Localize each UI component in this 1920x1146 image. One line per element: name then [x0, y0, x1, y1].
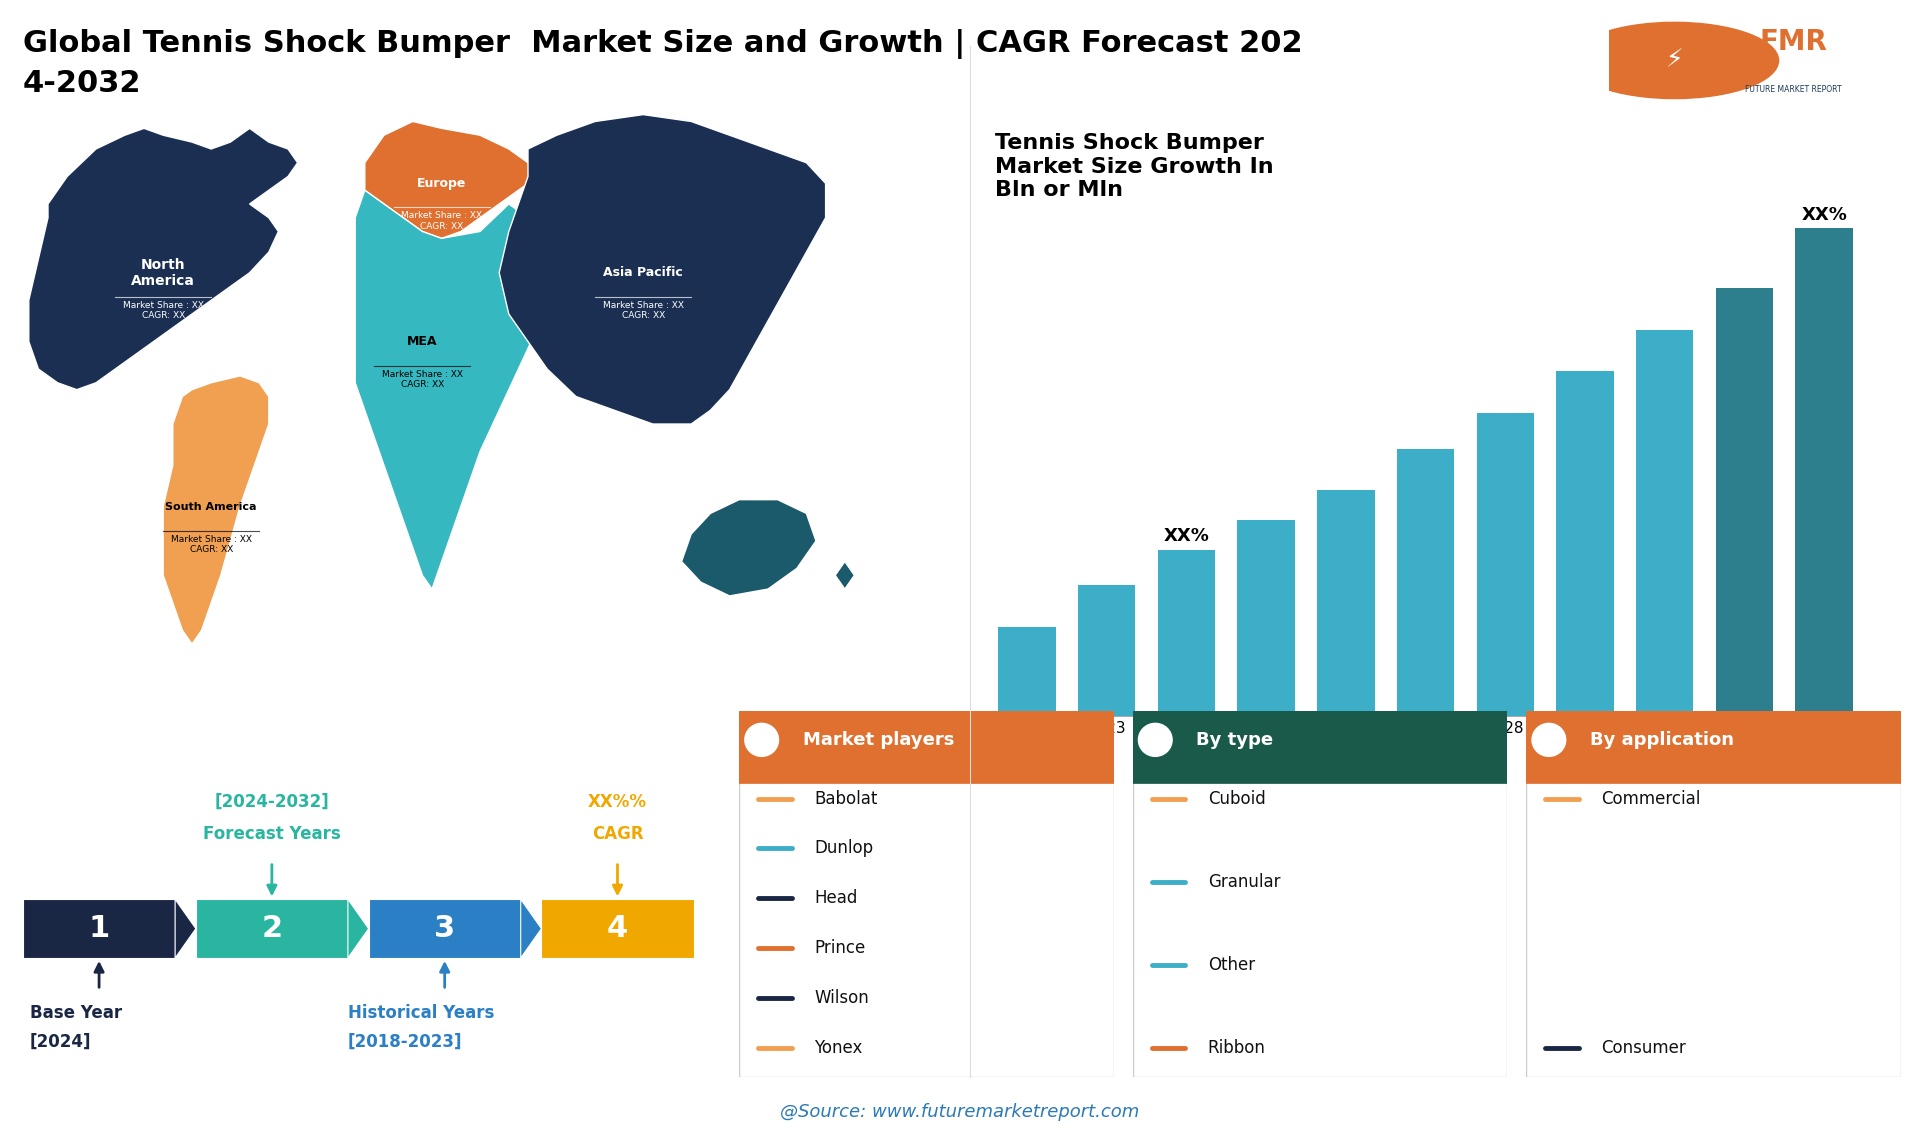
Text: [2018-2023]: [2018-2023] — [348, 1033, 463, 1051]
Circle shape — [745, 723, 778, 756]
Bar — [1795, 228, 1853, 716]
Text: Market Share : XX
CAGR: XX: Market Share : XX CAGR: XX — [171, 535, 252, 554]
Bar — [1636, 330, 1693, 716]
Bar — [1158, 550, 1215, 716]
Text: 1: 1 — [88, 915, 109, 943]
Bar — [541, 900, 693, 958]
Bar — [23, 900, 175, 958]
Text: Base Year: Base Year — [31, 1004, 123, 1021]
Polygon shape — [163, 376, 269, 644]
Text: Historical Years: Historical Years — [348, 1004, 493, 1021]
Polygon shape — [348, 900, 369, 958]
Polygon shape — [499, 115, 826, 424]
Bar — [1716, 288, 1774, 716]
Text: 4: 4 — [607, 915, 628, 943]
Text: North
America: North America — [131, 258, 196, 288]
Text: [2024-2032]: [2024-2032] — [215, 793, 328, 811]
Text: Forecast Years: Forecast Years — [204, 825, 340, 843]
Text: CAGR: CAGR — [591, 825, 643, 843]
Bar — [369, 900, 520, 958]
Text: [2024]: [2024] — [31, 1033, 92, 1051]
Text: Other: Other — [1208, 956, 1256, 974]
Text: ⚡: ⚡ — [1667, 48, 1684, 72]
Text: Babolat: Babolat — [814, 790, 877, 808]
Polygon shape — [365, 121, 538, 238]
Bar — [1476, 413, 1534, 716]
Polygon shape — [355, 190, 557, 589]
Polygon shape — [835, 562, 854, 589]
Text: Tennis Shock Bumper
Market Size Growth In
Bln or Mln: Tennis Shock Bumper Market Size Growth I… — [995, 133, 1273, 199]
Bar — [1317, 490, 1375, 716]
Text: By type: By type — [1196, 731, 1273, 748]
Polygon shape — [29, 128, 298, 390]
Circle shape — [1139, 723, 1171, 756]
Text: XX%: XX% — [1801, 205, 1847, 223]
Text: FMR: FMR — [1759, 28, 1828, 56]
Text: South America: South America — [165, 502, 257, 511]
Circle shape — [1571, 22, 1778, 99]
Text: Prince: Prince — [814, 940, 866, 957]
Text: Wilson: Wilson — [814, 989, 870, 1007]
Text: 4-2032: 4-2032 — [23, 69, 142, 97]
Bar — [1557, 371, 1613, 716]
FancyBboxPatch shape — [1511, 696, 1916, 784]
Text: FUTURE MARKET REPORT: FUTURE MARKET REPORT — [1745, 85, 1841, 94]
Text: Granular: Granular — [1208, 872, 1281, 890]
Text: @Source: www.futuremarketreport.com: @Source: www.futuremarketreport.com — [780, 1102, 1140, 1121]
Text: Cuboid: Cuboid — [1208, 790, 1265, 808]
Text: Ribbon: Ribbon — [1208, 1039, 1265, 1057]
Text: Market Share : XX
CAGR: XX: Market Share : XX CAGR: XX — [123, 301, 204, 320]
Text: XX%%: XX%% — [588, 793, 647, 811]
Circle shape — [1532, 723, 1565, 756]
Text: Global Tennis Shock Bumper  Market Size and Growth | CAGR Forecast 202: Global Tennis Shock Bumper Market Size a… — [23, 29, 1302, 58]
Text: MEA: MEA — [407, 335, 438, 348]
Text: XX%: XX% — [1164, 527, 1210, 544]
Polygon shape — [175, 900, 196, 958]
Text: Market Share : XX
CAGR: XX: Market Share : XX CAGR: XX — [382, 370, 463, 388]
Text: Head: Head — [814, 889, 858, 908]
Text: Europe: Europe — [417, 176, 467, 190]
Polygon shape — [682, 500, 816, 596]
Text: Commercial: Commercial — [1601, 790, 1701, 808]
Bar — [1398, 448, 1453, 716]
FancyBboxPatch shape — [724, 696, 1129, 784]
Polygon shape — [520, 900, 541, 958]
Text: Market players: Market players — [803, 731, 954, 748]
FancyBboxPatch shape — [1117, 696, 1523, 784]
Text: Market Share : XX
CAGR: XX: Market Share : XX CAGR: XX — [603, 301, 684, 320]
Text: Yonex: Yonex — [814, 1039, 862, 1057]
Bar — [1238, 520, 1294, 716]
Bar — [998, 627, 1056, 716]
Bar — [1077, 586, 1135, 716]
Text: Consumer: Consumer — [1601, 1039, 1686, 1057]
Text: Dunlop: Dunlop — [814, 839, 874, 857]
Text: Market Share : XX
CAGR: XX: Market Share : XX CAGR: XX — [401, 212, 482, 230]
Text: 3: 3 — [434, 915, 455, 943]
Text: 2: 2 — [261, 915, 282, 943]
Text: Asia Pacific: Asia Pacific — [603, 266, 684, 280]
Bar — [196, 900, 348, 958]
Text: By application: By application — [1590, 731, 1734, 748]
